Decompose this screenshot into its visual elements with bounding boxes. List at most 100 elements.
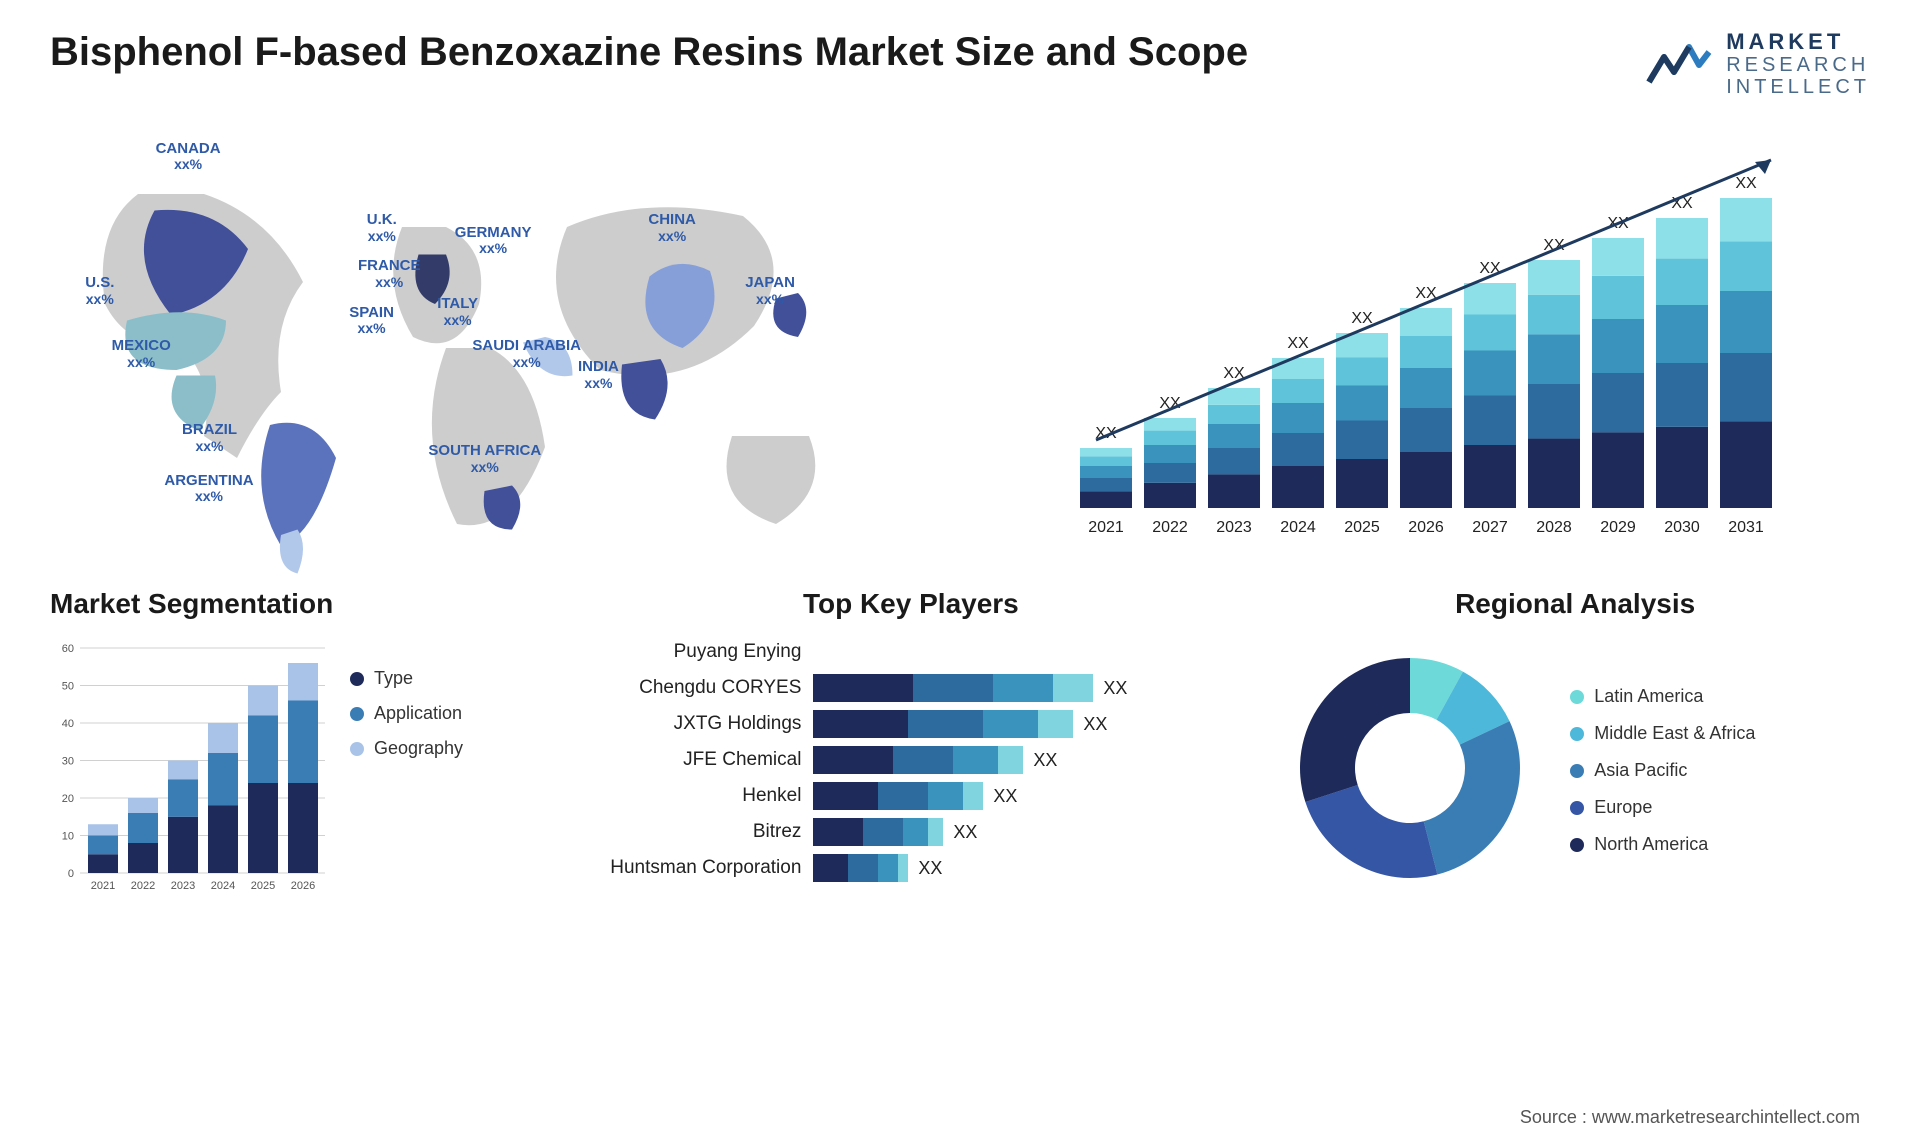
- player-row: Bitrez XX: [591, 818, 1230, 846]
- svg-text:2022: 2022: [1152, 519, 1188, 536]
- player-row: Chengdu CORYES XX: [591, 674, 1230, 702]
- player-name: Chengdu CORYES: [591, 677, 801, 699]
- map-label: INDIAxx%: [578, 359, 619, 391]
- world-map-panel: CANADAxx%U.S.xx%MEXICOxx%BRAZILxx%ARGENT…: [50, 128, 930, 548]
- svg-text:2026: 2026: [1408, 519, 1444, 536]
- map-label: SPAINxx%: [349, 305, 394, 337]
- bottom-row: Market Segmentation 0 10 20 30 40 50 60 2021 202…: [50, 588, 1870, 903]
- map-label: SOUTH AFRICAxx%: [428, 443, 541, 475]
- svg-text:2026: 2026: [291, 880, 315, 892]
- svg-text:2030: 2030: [1664, 519, 1700, 536]
- logo: MARKET RESEARCH INTELLECT: [1644, 30, 1870, 98]
- map-label: U.S.xx%: [85, 275, 114, 307]
- legend-item: Application: [350, 703, 463, 724]
- players-title: Top Key Players: [591, 588, 1230, 620]
- map-label: JAPANxx%: [745, 275, 795, 307]
- svg-text:2028: 2028: [1536, 519, 1572, 536]
- player-bar-wrap: XX: [813, 710, 1230, 738]
- header: Bisphenol F-based Benzoxazine Resins Mar…: [50, 30, 1870, 98]
- map-label: ITALYxx%: [437, 296, 478, 328]
- logo-text: MARKET RESEARCH INTELLECT: [1726, 30, 1870, 98]
- svg-text:2024: 2024: [1280, 519, 1316, 536]
- regional-title: Regional Analysis: [1280, 588, 1870, 620]
- segmentation-legend: Type Application Geography: [350, 638, 463, 898]
- player-bar: [813, 710, 1073, 738]
- map-label: FRANCExx%: [358, 258, 421, 290]
- regional-panel: Regional Analysis Latin America Middle Ea…: [1280, 588, 1870, 903]
- svg-text:2022: 2022: [131, 880, 155, 892]
- player-row: JXTG Holdings XX: [591, 710, 1230, 738]
- player-bar-wrap: XX: [813, 674, 1230, 702]
- svg-text:2029: 2029: [1600, 519, 1636, 536]
- legend-item: Latin America: [1570, 686, 1755, 707]
- svg-text:2021: 2021: [91, 880, 115, 892]
- svg-text:20: 20: [62, 793, 74, 805]
- player-value: XX: [993, 786, 1017, 807]
- player-bar: [813, 854, 908, 882]
- player-name: Bitrez: [591, 821, 801, 843]
- svg-text:0: 0: [68, 868, 74, 880]
- player-value: XX: [918, 858, 942, 879]
- player-bar: [813, 746, 1023, 774]
- top-row: CANADAxx%U.S.xx%MEXICOxx%BRAZILxx%ARGENT…: [50, 128, 1870, 548]
- svg-text:XX: XX: [1287, 335, 1309, 352]
- player-bar-wrap: XX: [813, 746, 1230, 774]
- svg-text:2023: 2023: [171, 880, 195, 892]
- map-label: CHINAxx%: [648, 212, 696, 244]
- source-text: Source : www.marketresearchintellect.com: [1520, 1107, 1860, 1128]
- player-bar: [813, 818, 943, 846]
- regional-donut: [1280, 638, 1540, 903]
- player-name: JXTG Holdings: [591, 713, 801, 735]
- svg-text:2024: 2024: [211, 880, 235, 892]
- players-panel: Top Key Players Puyang Enying Chengdu COR…: [591, 588, 1230, 903]
- player-bar: [813, 782, 983, 810]
- player-value: XX: [953, 822, 977, 843]
- player-row: Henkel XX: [591, 782, 1230, 810]
- svg-text:10: 10: [62, 831, 74, 843]
- map-label: U.K.xx%: [367, 212, 397, 244]
- legend-item: Middle East & Africa: [1570, 723, 1755, 744]
- svg-text:50: 50: [62, 681, 74, 693]
- regional-body: Latin America Middle East & Africa Asia Pa…: [1280, 638, 1870, 903]
- map-label: SAUDI ARABIAxx%: [472, 338, 581, 370]
- player-name: Puyang Enying: [591, 641, 801, 663]
- player-name: Huntsman Corporation: [591, 857, 801, 879]
- legend-item: North America: [1570, 834, 1755, 855]
- player-row: Huntsman Corporation XX: [591, 854, 1230, 882]
- svg-text:60: 60: [62, 643, 74, 655]
- map-label: GERMANYxx%: [455, 225, 532, 257]
- svg-text:2023: 2023: [1216, 519, 1252, 536]
- logo-icon: [1644, 37, 1714, 92]
- player-name: JFE Chemical: [591, 749, 801, 771]
- players-list: Puyang EnyingChengdu CORYESXXJXTG Holdin…: [591, 638, 1230, 882]
- player-bar: [813, 674, 1093, 702]
- main-bar-chart: XX2021XX2022XX2023XX2024XX2025XX2026XX20…: [990, 128, 1870, 548]
- player-bar-wrap: [813, 638, 1230, 666]
- player-value: XX: [1083, 714, 1107, 735]
- svg-text:XX: XX: [1735, 175, 1757, 192]
- segmentation-chart: 0 10 20 30 40 50 60 2021 2022 2023 2024 2025 2026 Ty…: [50, 638, 541, 898]
- svg-text:40: 40: [62, 718, 74, 730]
- map-label: CANADAxx%: [156, 141, 221, 173]
- legend-item: Type: [350, 668, 463, 689]
- svg-text:30: 30: [62, 756, 74, 768]
- regional-legend: Latin America Middle East & Africa Asia Pa…: [1570, 686, 1755, 855]
- svg-text:2025: 2025: [251, 880, 275, 892]
- svg-text:2021: 2021: [1088, 519, 1124, 536]
- player-row: Puyang Enying: [591, 638, 1230, 666]
- player-bar-wrap: XX: [813, 818, 1230, 846]
- map-label: BRAZILxx%: [182, 422, 237, 454]
- player-value: XX: [1033, 750, 1057, 771]
- svg-text:2025: 2025: [1344, 519, 1380, 536]
- legend-item: Asia Pacific: [1570, 760, 1755, 781]
- segmentation-panel: Market Segmentation 0 10 20 30 40 50 60 2021 202…: [50, 588, 541, 903]
- legend-item: Geography: [350, 738, 463, 759]
- legend-item: Europe: [1570, 797, 1755, 818]
- map-label: ARGENTINAxx%: [164, 473, 253, 505]
- player-name: Henkel: [591, 785, 801, 807]
- svg-text:2027: 2027: [1472, 519, 1508, 536]
- player-value: XX: [1103, 678, 1127, 699]
- svg-text:2031: 2031: [1728, 519, 1764, 536]
- segmentation-title: Market Segmentation: [50, 588, 541, 620]
- svg-text:XX: XX: [1351, 310, 1373, 327]
